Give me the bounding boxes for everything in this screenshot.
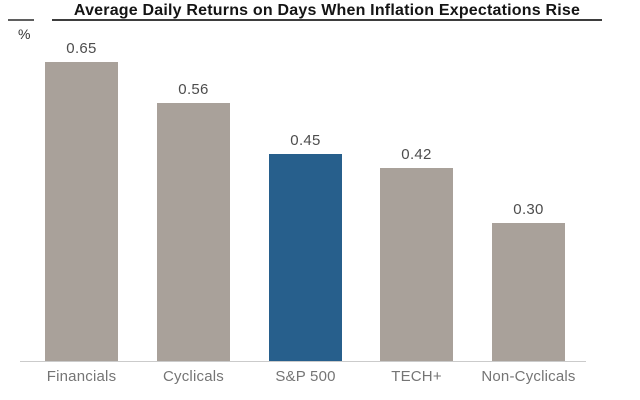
category-label: S&P 500 [275, 368, 336, 385]
category-label: Non-Cyclicals [481, 368, 576, 385]
value-label: 0.30 [513, 201, 544, 218]
category-label: Financials [46, 368, 117, 385]
bar-non-cyclicals [492, 223, 565, 361]
bar-cyclicals [157, 103, 230, 361]
bar-tech- [380, 168, 453, 361]
value-label: 0.42 [401, 146, 432, 163]
value-label: 0.56 [178, 81, 209, 98]
y-axis-unit-label: % [18, 26, 31, 42]
bar-s-p-500 [269, 154, 342, 361]
x-axis-line [20, 361, 586, 362]
category-label: Cyclicals [163, 368, 224, 385]
value-label: 0.45 [290, 132, 321, 149]
chart-title: Average Daily Returns on Days When Infla… [73, 2, 581, 19]
bar-financials [45, 62, 118, 361]
value-label: 0.65 [66, 40, 97, 57]
y-axis-tick-line [8, 19, 34, 21]
title-underline [52, 19, 602, 21]
category-label: TECH+ [391, 368, 442, 385]
